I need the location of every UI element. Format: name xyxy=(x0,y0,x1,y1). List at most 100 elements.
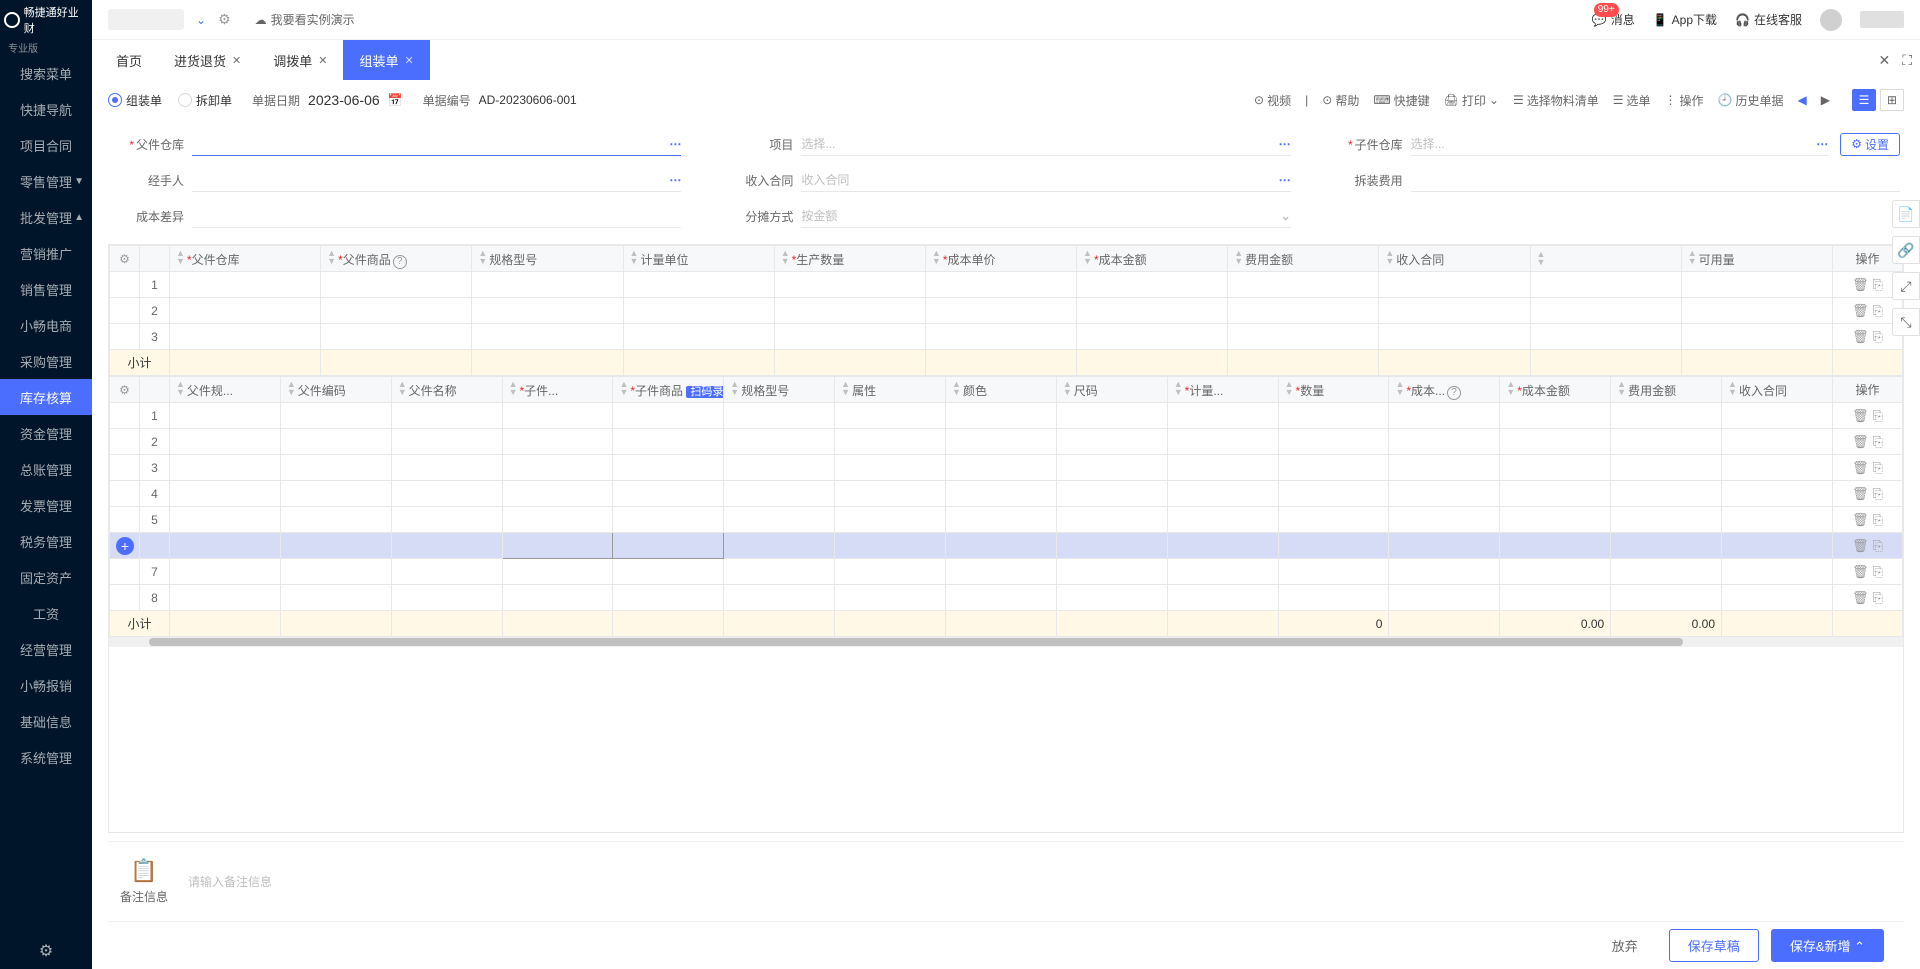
table-row[interactable]: 1🗑⎘ xyxy=(110,272,1903,298)
delete-icon[interactable]: 🗑 xyxy=(1852,564,1869,579)
sidebar-item[interactable]: 小畅电商 xyxy=(0,307,92,343)
table-row[interactable]: 5🗑⎘ xyxy=(110,507,1903,533)
column-header[interactable]: 操作 xyxy=(1833,377,1903,403)
column-header[interactable]: ▲▼规格型号 xyxy=(472,246,623,272)
edit-cell[interactable] xyxy=(613,533,724,559)
sidebar-item[interactable]: 批发管理▲ xyxy=(0,199,92,235)
parent-warehouse-input[interactable]: ⋯ xyxy=(192,132,681,156)
close-icon[interactable]: ✕ xyxy=(405,54,414,67)
column-header[interactable]: ▲▼*成本单价 xyxy=(925,246,1076,272)
project-input[interactable]: 选择...⋯ xyxy=(801,132,1290,156)
delete-icon[interactable]: 🗑 xyxy=(1852,329,1869,344)
delete-icon[interactable]: 🗑 xyxy=(1852,486,1869,501)
sidebar-item[interactable]: 税务管理 xyxy=(0,523,92,559)
toolbar-video[interactable]: ⊙ 视频 xyxy=(1254,92,1291,109)
sidebar-item[interactable]: 经营管理 xyxy=(0,631,92,667)
gear-icon[interactable]: ⚙ xyxy=(110,377,140,403)
column-header[interactable]: ▲▼收入合同 xyxy=(1379,246,1530,272)
sidebar-item[interactable]: 搜索菜单 xyxy=(0,55,92,91)
column-header[interactable]: ▲▼计量单位 xyxy=(623,246,774,272)
delete-icon[interactable]: 🗑 xyxy=(1852,408,1869,423)
edit-cell[interactable] xyxy=(502,533,613,559)
toolbar-print[interactable]: 🖨 打印 ⌄ xyxy=(1444,92,1499,109)
remark-input[interactable]: 请输入备注信息 xyxy=(188,873,1892,890)
copy-icon[interactable]: ⎘ xyxy=(1873,564,1883,579)
toolbar-history[interactable]: 🕘 历史单据 xyxy=(1718,92,1784,109)
column-header[interactable]: ▲▼*计量... xyxy=(1167,377,1278,403)
delete-icon[interactable]: 🗑 xyxy=(1852,460,1869,475)
messages[interactable]: 💬 消息 99+ xyxy=(1592,11,1635,28)
copy-icon[interactable]: ⎘ xyxy=(1873,512,1883,527)
delete-icon[interactable]: 🗑 xyxy=(1852,434,1869,449)
sidebar-item[interactable]: 工资 xyxy=(0,595,92,631)
toolbar-ops[interactable]: ⋮ 操作 xyxy=(1665,92,1704,109)
delete-icon[interactable]: 🗑 xyxy=(1852,277,1869,292)
fullscreen-icon[interactable]: ⛶ xyxy=(1902,52,1912,69)
column-header[interactable]: ▲▼费用金额 xyxy=(1611,377,1722,403)
table-row[interactable]: 3🗑⎘ xyxy=(110,324,1903,350)
save-new-button[interactable]: 保存&新增 ⌃ xyxy=(1771,929,1884,962)
copy-icon[interactable]: ⎘ xyxy=(1873,590,1883,605)
column-header[interactable]: ▲▼*父件商品? xyxy=(321,246,472,272)
table-row[interactable]: 4🗑⎘ xyxy=(110,481,1903,507)
nav-prev[interactable]: ◀ xyxy=(1798,93,1807,107)
toolbar-shortcut[interactable]: ⌨ 快捷键 xyxy=(1373,92,1429,109)
view-card[interactable]: ⊞ xyxy=(1880,89,1904,111)
column-header[interactable]: ▲▼父件名称 xyxy=(391,377,502,403)
copy-icon[interactable]: ⎘ xyxy=(1873,303,1883,318)
table-row[interactable]: 1🗑⎘ xyxy=(110,403,1903,429)
close-icon[interactable]: ✕ xyxy=(232,54,241,67)
add-row-button[interactable]: + xyxy=(116,537,134,555)
column-header[interactable]: ▲▼费用金额 xyxy=(1228,246,1379,272)
company-selector[interactable]: ⌄ xyxy=(108,9,206,30)
handler-input[interactable]: ⋯ xyxy=(192,168,681,192)
sidebar-item[interactable]: 系统管理 xyxy=(0,739,92,775)
lookup-icon[interactable]: ⋯ xyxy=(669,137,681,151)
copy-icon[interactable]: ⎘ xyxy=(1873,329,1883,344)
avatar[interactable] xyxy=(1820,9,1842,31)
dock-btn-3[interactable]: ⤢ xyxy=(1892,272,1920,300)
app-download[interactable]: 📱 App下载 xyxy=(1653,11,1717,28)
dock-btn-4[interactable]: ⤡ xyxy=(1892,308,1920,336)
table-row[interactable]: 3🗑⎘ xyxy=(110,455,1903,481)
table-row[interactable]: +🗑⎘ xyxy=(110,533,1903,559)
table-row[interactable]: 7🗑⎘ xyxy=(110,559,1903,585)
column-header[interactable]: ▲▼*成本金额 xyxy=(1077,246,1228,272)
view-list[interactable]: ☰ xyxy=(1852,89,1876,111)
save-draft-button[interactable]: 保存草稿 xyxy=(1669,929,1759,962)
dock-btn-2[interactable]: 🔗 xyxy=(1892,236,1920,264)
dock-btn-1[interactable]: 📄 xyxy=(1892,200,1920,228)
sidebar-item[interactable]: 营销推广 xyxy=(0,235,92,271)
calendar-icon[interactable]: 📅 xyxy=(388,93,403,107)
delete-icon[interactable]: 🗑 xyxy=(1852,512,1869,527)
sidebar-item[interactable]: 发票管理 xyxy=(0,487,92,523)
tab[interactable]: 进货退货✕ xyxy=(158,40,257,80)
copy-icon[interactable]: ⎘ xyxy=(1873,434,1883,449)
delete-icon[interactable]: 🗑 xyxy=(1852,303,1869,318)
delete-icon[interactable]: 🗑 xyxy=(1852,538,1869,553)
column-header[interactable]: ▲▼*数量 xyxy=(1278,377,1389,403)
column-header[interactable]: ▲▼规格型号 xyxy=(724,377,835,403)
column-header[interactable]: ▲▼*父件仓库 xyxy=(170,246,321,272)
setting-button[interactable]: ⚙ 设置 xyxy=(1840,133,1900,156)
sidebar-item[interactable]: 库存核算 xyxy=(0,379,92,415)
copy-icon[interactable]: ⎘ xyxy=(1873,408,1883,423)
toolbar-pick[interactable]: ☰ 选择物料清单 xyxy=(1513,92,1599,109)
table-row[interactable]: 2🗑⎘ xyxy=(110,298,1903,324)
contract-input[interactable]: 收入合同⋯ xyxy=(801,168,1290,192)
radio-disassemble[interactable]: 拆卸单 xyxy=(178,92,232,109)
sidebar-item[interactable]: 小畅报销 xyxy=(0,667,92,703)
sidebar-item[interactable]: 资金管理 xyxy=(0,415,92,451)
demo-link[interactable]: ☁ 我要看实例演示 xyxy=(255,11,355,28)
child-warehouse-input[interactable]: 选择...⋯ xyxy=(1411,132,1829,156)
table-row[interactable]: 2🗑⎘ xyxy=(110,429,1903,455)
column-header[interactable]: ▲▼*生产数量 xyxy=(774,246,925,272)
toolbar-help[interactable]: ⊙ 帮助 xyxy=(1322,92,1359,109)
column-header[interactable]: ▲▼收入合同 xyxy=(1722,377,1833,403)
copy-icon[interactable]: ⎘ xyxy=(1873,486,1883,501)
column-header[interactable]: ▲▼*子件... xyxy=(502,377,613,403)
settings-gear[interactable]: ⚙ xyxy=(0,933,92,969)
nav-next[interactable]: ▶ xyxy=(1821,93,1830,107)
copy-icon[interactable]: ⎘ xyxy=(1873,460,1883,475)
customer-service[interactable]: 🎧 在线客服 xyxy=(1735,11,1802,28)
